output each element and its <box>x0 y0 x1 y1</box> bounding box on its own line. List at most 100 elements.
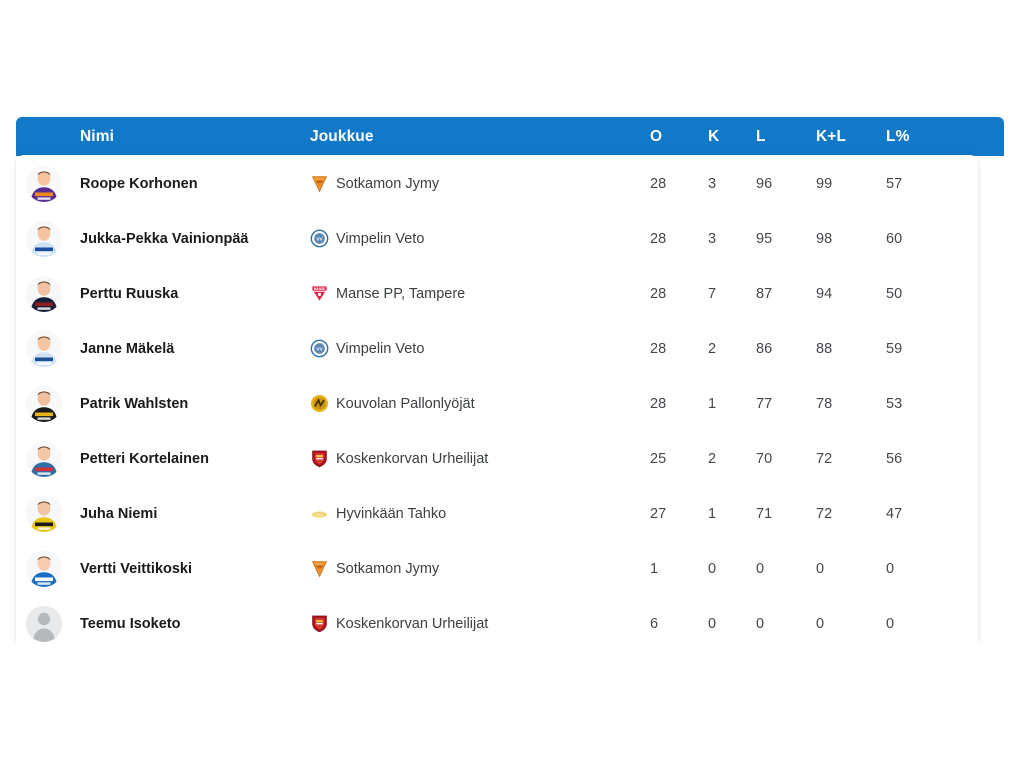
column-header-l[interactable]: L <box>756 127 766 145</box>
player-name[interactable]: Janne Mäkelä <box>80 340 175 357</box>
player-name[interactable]: Vertti Veittikoski <box>80 560 193 577</box>
stat-k: 1 <box>708 505 717 522</box>
player-photo-avatar <box>26 550 62 587</box>
player-photo-avatar <box>26 495 62 532</box>
stat-kl: 0 <box>816 615 825 632</box>
stat-o: 28 <box>650 395 667 412</box>
player-name[interactable]: Juha Niemi <box>80 505 158 522</box>
svg-text:MANSE: MANSE <box>314 287 326 291</box>
team-cell[interactable]: VV Vimpelin Veto <box>310 339 650 358</box>
sotkamon-jymy-logo <box>310 559 329 578</box>
team-cell[interactable]: Sotkamon Jymy <box>310 174 650 193</box>
column-header-kl[interactable]: K+L <box>816 127 847 145</box>
team-cell[interactable]: Sotkamon Jymy <box>310 559 650 578</box>
manse-pp-logo: MANSE <box>310 284 329 303</box>
team-cell[interactable]: Koskenkorvan Urheilijat <box>310 449 650 468</box>
stat-l: 70 <box>756 450 773 467</box>
stat-lp: 60 <box>886 230 903 247</box>
team-cell[interactable]: Hyvinkään Tahko <box>310 504 650 523</box>
player-name[interactable]: Patrik Wahlsten <box>80 395 189 412</box>
vimpelin-veto-logo: VV <box>310 229 329 248</box>
stat-k: 1 <box>708 395 717 412</box>
stat-o: 28 <box>650 230 667 247</box>
team-name: Vimpelin Veto <box>336 230 425 247</box>
svg-text:VV: VV <box>316 346 323 352</box>
stat-kl: 72 <box>816 450 833 467</box>
team-cell[interactable]: MANSE Manse PP, Tampere <box>310 284 650 303</box>
vimpelin-veto-logo: VV <box>310 339 329 358</box>
table-row[interactable]: Juha Niemi Hyvinkään Tahko 27 1 71 72 47 <box>16 486 978 541</box>
player-name[interactable]: Roope Korhonen <box>80 175 198 192</box>
table-header-row: Nimi Joukkue O K L K+L L% <box>16 117 1004 156</box>
player-photo-avatar <box>26 165 62 202</box>
sotkamon-jymy-logo <box>310 174 329 193</box>
player-name[interactable]: Teemu Isoketo <box>80 615 181 632</box>
stat-lp: 57 <box>886 175 903 192</box>
player-name[interactable]: Perttu Ruuska <box>80 285 179 302</box>
stat-lp: 56 <box>886 450 903 467</box>
column-header-o[interactable]: O <box>650 127 663 145</box>
team-name: Koskenkorvan Urheilijat <box>336 450 489 467</box>
stat-kl: 78 <box>816 395 833 412</box>
stat-lp: 50 <box>886 285 903 302</box>
stat-l: 0 <box>756 615 765 632</box>
table-row[interactable]: Petteri Kortelainen Koskenkorvan Urheilij… <box>16 431 978 486</box>
stat-lp: 0 <box>886 615 895 632</box>
stat-l: 96 <box>756 175 773 192</box>
player-photo-avatar <box>26 330 62 367</box>
table-row[interactable]: Roope Korhonen Sotkamon Jymy 28 3 96 99 57 <box>16 156 978 211</box>
team-name: Hyvinkään Tahko <box>336 505 447 522</box>
stat-k: 7 <box>708 285 717 302</box>
stat-o: 28 <box>650 340 667 357</box>
stat-l: 0 <box>756 560 765 577</box>
stat-k: 0 <box>708 560 717 577</box>
table-row[interactable]: Janne Mäkelä VV Vimpelin Veto 28 2 86 88 59 <box>16 321 978 376</box>
player-name[interactable]: Jukka-Pekka Vainionpää <box>80 230 249 247</box>
table-row[interactable]: Perttu Ruuska MANSE Manse PP, Tampere 28 7 87… <box>16 266 978 321</box>
stat-o: 27 <box>650 505 667 522</box>
table-row[interactable]: Jukka-Pekka Vainionpää VV Vimpelin Veto 28 3… <box>16 211 978 266</box>
stat-l: 95 <box>756 230 773 247</box>
stat-l: 77 <box>756 395 773 412</box>
column-header-lp[interactable]: L% <box>886 127 910 145</box>
column-header-nimi[interactable]: Nimi <box>80 127 114 145</box>
column-header-joukkue[interactable]: Joukkue <box>310 127 374 145</box>
team-name: Koskenkorvan Urheilijat <box>336 615 489 632</box>
stat-k: 3 <box>708 175 717 192</box>
stat-o: 28 <box>650 175 667 192</box>
team-name: Vimpelin Veto <box>336 340 425 357</box>
stat-lp: 47 <box>886 505 903 522</box>
stat-kl: 98 <box>816 230 833 247</box>
stat-kl: 94 <box>816 285 833 302</box>
column-header-k[interactable]: K <box>708 127 720 145</box>
table-row[interactable]: Teemu Isoketo Koskenkorvan Urheilijat 6 0 0 0… <box>16 596 978 651</box>
player-photo-avatar <box>26 275 62 312</box>
stat-l: 87 <box>756 285 773 302</box>
player-name[interactable]: Petteri Kortelainen <box>80 450 209 467</box>
koskenkorvan-urheilijat-logo <box>310 449 329 468</box>
stat-lp: 59 <box>886 340 903 357</box>
hyvinkaan-tahko-logo <box>310 504 329 523</box>
svg-text:VV: VV <box>316 236 323 242</box>
stat-kl: 72 <box>816 505 833 522</box>
player-photo-avatar <box>26 440 62 477</box>
stat-o: 1 <box>650 560 659 577</box>
stat-k: 2 <box>708 450 717 467</box>
stat-o: 6 <box>650 615 659 632</box>
koskenkorvan-urheilijat-logo <box>310 614 329 633</box>
stat-l: 86 <box>756 340 773 357</box>
stat-l: 71 <box>756 505 773 522</box>
team-name: Manse PP, Tampere <box>336 285 466 302</box>
team-cell[interactable]: Koskenkorvan Urheilijat <box>310 614 650 633</box>
stat-k: 0 <box>708 615 717 632</box>
table-row[interactable]: Vertti Veittikoski Sotkamon Jymy 1 0 0 0 0 <box>16 541 978 596</box>
stat-k: 2 <box>708 340 717 357</box>
stat-kl: 88 <box>816 340 833 357</box>
table-row[interactable]: Patrik Wahlsten Kouvolan Pallonlyöjät 28 1 7… <box>16 376 978 431</box>
team-cell[interactable]: VV Vimpelin Veto <box>310 229 650 248</box>
kouvolan-pallonlyojat-logo <box>310 394 329 413</box>
player-photo-avatar <box>26 385 62 422</box>
stat-k: 3 <box>708 230 717 247</box>
stat-o: 25 <box>650 450 667 467</box>
team-cell[interactable]: Kouvolan Pallonlyöjät <box>310 394 650 413</box>
